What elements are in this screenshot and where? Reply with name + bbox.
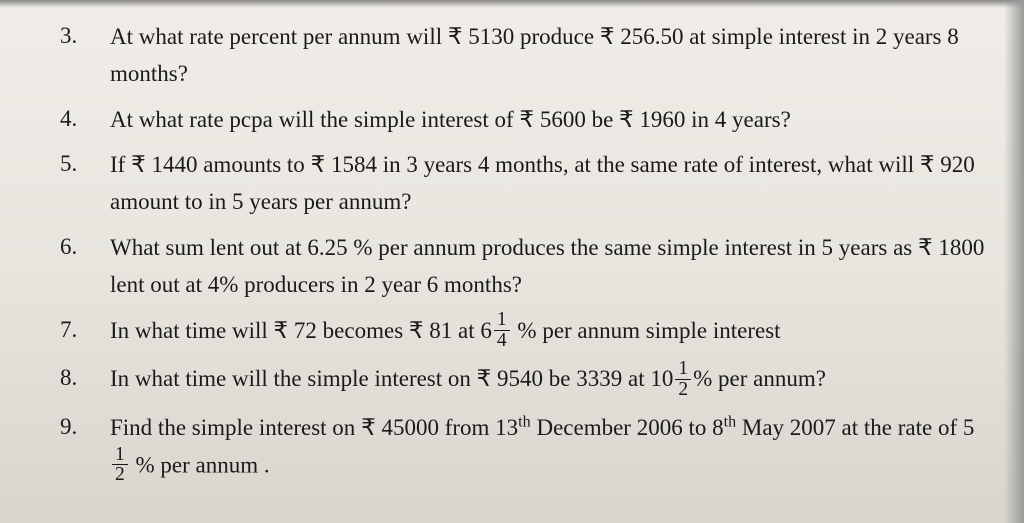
question-row: 5.If ₹ 1440 amounts to ₹ 1584 in 3 years…: [60, 146, 994, 221]
question-number: 6.: [60, 229, 110, 304]
question-number: 8.: [60, 360, 110, 401]
question-row: 6.What sum lent out at 6.25 % per annum …: [60, 229, 994, 304]
question-text: If ₹ 1440 amounts to ₹ 1584 in 3 years 4…: [110, 146, 994, 221]
questions-list: 3.At what rate percent per annum will ₹ …: [60, 18, 994, 487]
question-number: 7.: [60, 312, 110, 353]
question-row: 4.At what rate pcpa will the simple inte…: [60, 101, 994, 139]
question-number: 3.: [60, 18, 110, 93]
question-text: In what time will ₹ 72 becomes ₹ 81 at 6…: [110, 312, 994, 353]
question-number: 5.: [60, 146, 110, 221]
question-number: 4.: [60, 101, 110, 139]
question-row: 7.In what time will ₹ 72 becomes ₹ 81 at…: [60, 312, 994, 353]
question-text: Find the simple interest on ₹ 45000 from…: [110, 409, 994, 487]
question-row: 9.Find the simple interest on ₹ 45000 fr…: [60, 409, 994, 487]
question-row: 3.At what rate percent per annum will ₹ …: [60, 18, 994, 93]
question-text: At what rate percent per annum will ₹ 51…: [110, 18, 994, 93]
question-row: 8.In what time will the simple interest …: [60, 360, 994, 401]
question-number: 9.: [60, 409, 110, 487]
question-text: At what rate pcpa will the simple intere…: [110, 101, 994, 139]
question-text: What sum lent out at 6.25 % per annum pr…: [110, 229, 994, 304]
question-text: In what time will the simple interest on…: [110, 360, 994, 401]
